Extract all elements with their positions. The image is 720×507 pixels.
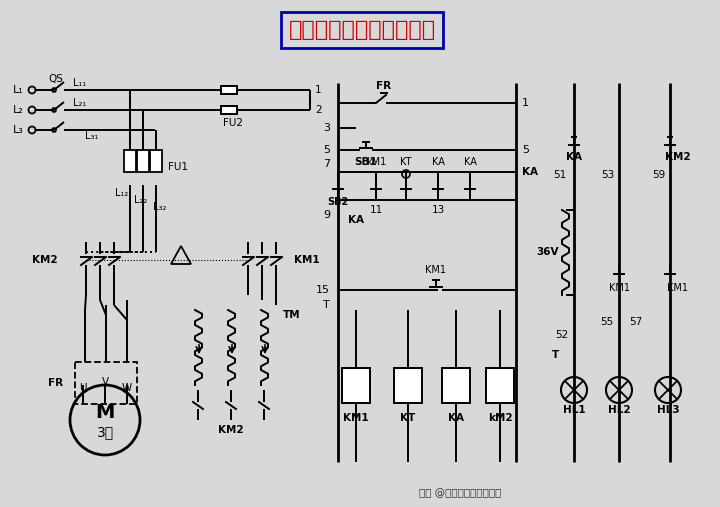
Circle shape: [655, 377, 681, 403]
Text: KM2: KM2: [665, 152, 690, 162]
Circle shape: [29, 127, 35, 133]
Text: SB2: SB2: [328, 197, 348, 207]
Text: KA: KA: [431, 157, 444, 167]
Circle shape: [52, 88, 56, 92]
Circle shape: [606, 377, 632, 403]
Text: KM1: KM1: [343, 413, 369, 423]
Text: L₁₁: L₁₁: [73, 78, 86, 88]
Text: L₁₂: L₁₂: [115, 188, 129, 198]
Text: SB1: SB1: [355, 157, 377, 167]
Text: V: V: [102, 377, 109, 387]
Text: 53: 53: [600, 170, 614, 180]
Text: 5: 5: [522, 145, 529, 155]
Text: 59: 59: [652, 170, 665, 180]
Circle shape: [402, 170, 410, 178]
Circle shape: [52, 108, 56, 112]
Text: L₃: L₃: [12, 125, 24, 135]
Text: KA: KA: [464, 157, 477, 167]
Text: TM: TM: [283, 310, 301, 320]
Text: kM2: kM2: [487, 413, 513, 423]
Text: FU2: FU2: [223, 118, 243, 128]
Text: 51: 51: [553, 170, 566, 180]
Text: T: T: [552, 350, 559, 360]
Bar: [442, 368, 470, 403]
Text: 头条 @智能化弱电工程分享: 头条 @智能化弱电工程分享: [419, 488, 501, 498]
Text: HL2: HL2: [608, 405, 630, 415]
Text: 15: 15: [316, 285, 330, 295]
Text: L₃₁: L₃₁: [85, 131, 99, 141]
Text: KM1: KM1: [667, 283, 688, 293]
Bar: [486, 368, 514, 403]
Text: 11: 11: [369, 205, 382, 215]
Bar: [75, 362, 137, 404]
Text: L₂₂: L₂₂: [135, 195, 148, 205]
Text: 9: 9: [323, 210, 330, 220]
Text: 55: 55: [600, 317, 613, 327]
Bar: [221, 106, 237, 114]
Text: 1: 1: [522, 98, 529, 108]
Text: 2: 2: [315, 105, 322, 115]
Text: 36V: 36V: [536, 247, 559, 257]
Text: KA: KA: [348, 215, 364, 225]
Bar: [150, 150, 162, 172]
Text: KM1: KM1: [608, 283, 629, 293]
Text: 13: 13: [431, 205, 445, 215]
Text: KM1: KM1: [294, 255, 320, 265]
Circle shape: [52, 128, 56, 132]
Text: KT: KT: [400, 157, 412, 167]
Text: FR: FR: [377, 81, 392, 91]
Text: HL1: HL1: [563, 405, 585, 415]
Text: HL3: HL3: [657, 405, 679, 415]
Text: KA: KA: [522, 167, 538, 177]
Text: KM2: KM2: [218, 425, 244, 435]
Text: kM1: kM1: [366, 157, 386, 167]
Text: 7: 7: [323, 159, 330, 169]
Bar: [124, 150, 136, 172]
Text: U: U: [79, 383, 86, 393]
Text: 5: 5: [323, 145, 330, 155]
Circle shape: [29, 106, 35, 114]
Bar: [221, 86, 237, 94]
Text: KA: KA: [566, 152, 582, 162]
Text: KT: KT: [400, 413, 415, 423]
Text: M: M: [95, 403, 114, 421]
Text: QS: QS: [48, 74, 63, 84]
Text: KM1: KM1: [426, 265, 446, 275]
Text: 3～: 3～: [96, 425, 114, 439]
Text: FU1: FU1: [168, 162, 188, 172]
Text: L₂₁: L₂₁: [73, 98, 86, 108]
Text: KA: KA: [448, 413, 464, 423]
Text: L₁: L₁: [13, 85, 23, 95]
Text: 3: 3: [323, 123, 330, 133]
Circle shape: [561, 377, 587, 403]
Text: W: W: [122, 383, 132, 393]
Text: 自耦变压器降压起动线路: 自耦变压器降压起动线路: [289, 20, 436, 40]
Bar: [137, 150, 149, 172]
Text: T: T: [323, 300, 330, 310]
Text: L₂: L₂: [13, 105, 23, 115]
Text: 52: 52: [554, 330, 568, 340]
Text: L₃₂: L₃₂: [153, 202, 167, 212]
Text: KM2: KM2: [32, 255, 58, 265]
Text: 57: 57: [629, 317, 642, 327]
Bar: [342, 368, 370, 403]
Text: 1: 1: [315, 85, 322, 95]
Circle shape: [29, 87, 35, 93]
Text: FR: FR: [48, 378, 63, 388]
Bar: [394, 368, 422, 403]
Circle shape: [70, 385, 140, 455]
